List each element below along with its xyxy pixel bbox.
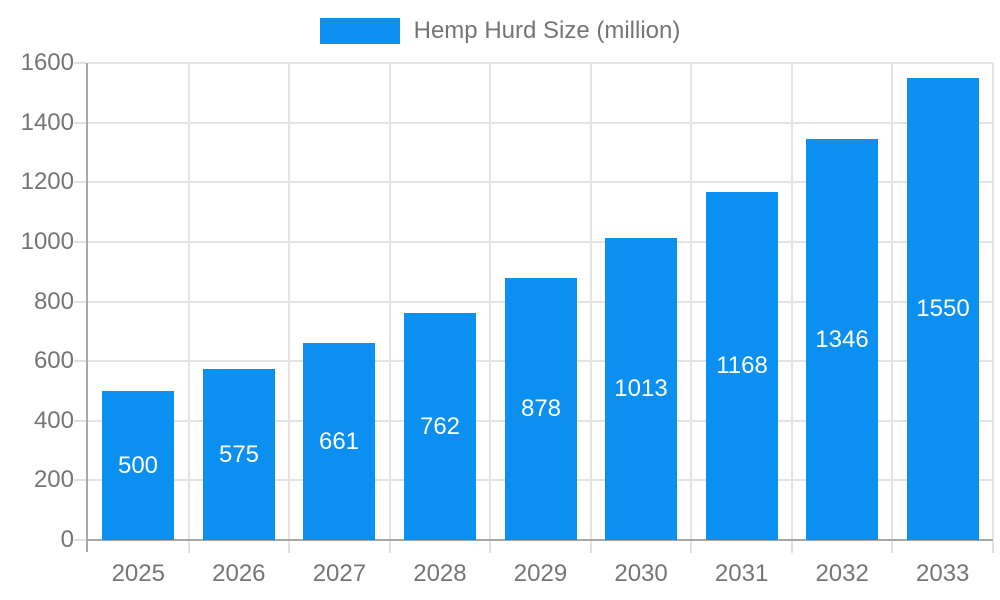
- y-tick: [74, 360, 86, 363]
- x-tick: [489, 541, 492, 553]
- y-tick: [74, 419, 86, 422]
- bar-value-label: 1346: [815, 325, 869, 353]
- gridline-v: [288, 63, 291, 540]
- gridline-v: [388, 63, 391, 540]
- legend[interactable]: Hemp Hurd Size (million): [0, 17, 1000, 45]
- y-tick: [74, 181, 86, 184]
- legend-swatch-icon: [319, 18, 400, 44]
- plot-area: 500 575 661 762 878 1013 1168 1346 1550: [74, 62, 994, 553]
- gridline-h: [88, 181, 993, 184]
- x-tick-label: 2028: [413, 560, 467, 587]
- x-tick-label: 2031: [714, 560, 769, 587]
- bar-2026[interactable]: 575: [203, 369, 275, 540]
- bar-2029[interactable]: 878: [505, 278, 577, 540]
- y-tick: [74, 121, 86, 124]
- y-tick: [74, 240, 86, 243]
- x-tick: [690, 541, 693, 553]
- y-tick-label: 400: [33, 406, 74, 434]
- gridline-v: [589, 63, 592, 540]
- x-tick-label: 2032: [815, 560, 869, 587]
- bar-value-label: 1550: [916, 295, 970, 322]
- gridline-h: [88, 62, 993, 65]
- gridline-v: [891, 63, 894, 540]
- x-tick: [790, 541, 793, 553]
- bar-value-label: 500: [117, 451, 159, 479]
- x-tick-label: 2030: [614, 560, 668, 587]
- x-tick-label: 2025: [111, 560, 165, 587]
- y-tick-label: 1600: [20, 49, 74, 76]
- gridline-v: [992, 63, 994, 540]
- x-tick: [589, 541, 592, 553]
- gridline-h: [88, 240, 993, 243]
- gridline-v: [790, 63, 793, 540]
- bar-2030[interactable]: 1013: [605, 238, 677, 540]
- y-tick-label: 1200: [20, 168, 74, 196]
- gridline-v: [690, 63, 693, 540]
- x-axis-line: [86, 539, 993, 541]
- bar-value-label: 1013: [614, 375, 668, 402]
- bar-value-label: 575: [218, 440, 260, 468]
- y-axis-line: [86, 63, 88, 552]
- bar-2031[interactable]: 1168: [706, 192, 778, 540]
- bar-2027[interactable]: 661: [303, 343, 375, 540]
- y-tick-label: 1000: [20, 227, 74, 255]
- y-tick: [74, 539, 86, 541]
- bar-value-label: 1168: [716, 352, 768, 379]
- y-tick-label: 600: [33, 347, 74, 375]
- y-tick: [74, 300, 86, 303]
- legend-label: Hemp Hurd Size (million): [413, 17, 681, 44]
- x-tick: [891, 541, 894, 553]
- bar-value-label: 661: [318, 427, 360, 455]
- y-tick-label: 0: [60, 526, 74, 553]
- x-tick-label: 2029: [513, 560, 568, 587]
- x-tick: [187, 541, 190, 553]
- bar-value-label: 762: [419, 412, 461, 440]
- bar-2028[interactable]: 762: [404, 313, 476, 540]
- x-tick: [992, 541, 994, 553]
- x-tick-label: 2033: [916, 560, 970, 587]
- x-tick-label: 2026: [212, 560, 266, 587]
- x-tick-label: 2027: [312, 560, 367, 587]
- bar-value-label: 878: [520, 395, 562, 422]
- y-tick: [74, 479, 86, 482]
- gridline-h: [88, 121, 993, 124]
- y-tick: [74, 62, 86, 65]
- bar-2025[interactable]: 500: [102, 391, 174, 540]
- bar-2032[interactable]: 1346: [806, 139, 878, 540]
- gridline-v: [187, 63, 190, 540]
- y-tick-label: 1400: [20, 108, 74, 136]
- x-tick: [388, 541, 391, 553]
- y-tick-label: 200: [33, 466, 74, 494]
- x-tick: [288, 541, 291, 553]
- y-tick-label: 800: [33, 287, 74, 315]
- bar-2033[interactable]: 1550: [907, 78, 979, 540]
- gridline-v: [489, 63, 492, 540]
